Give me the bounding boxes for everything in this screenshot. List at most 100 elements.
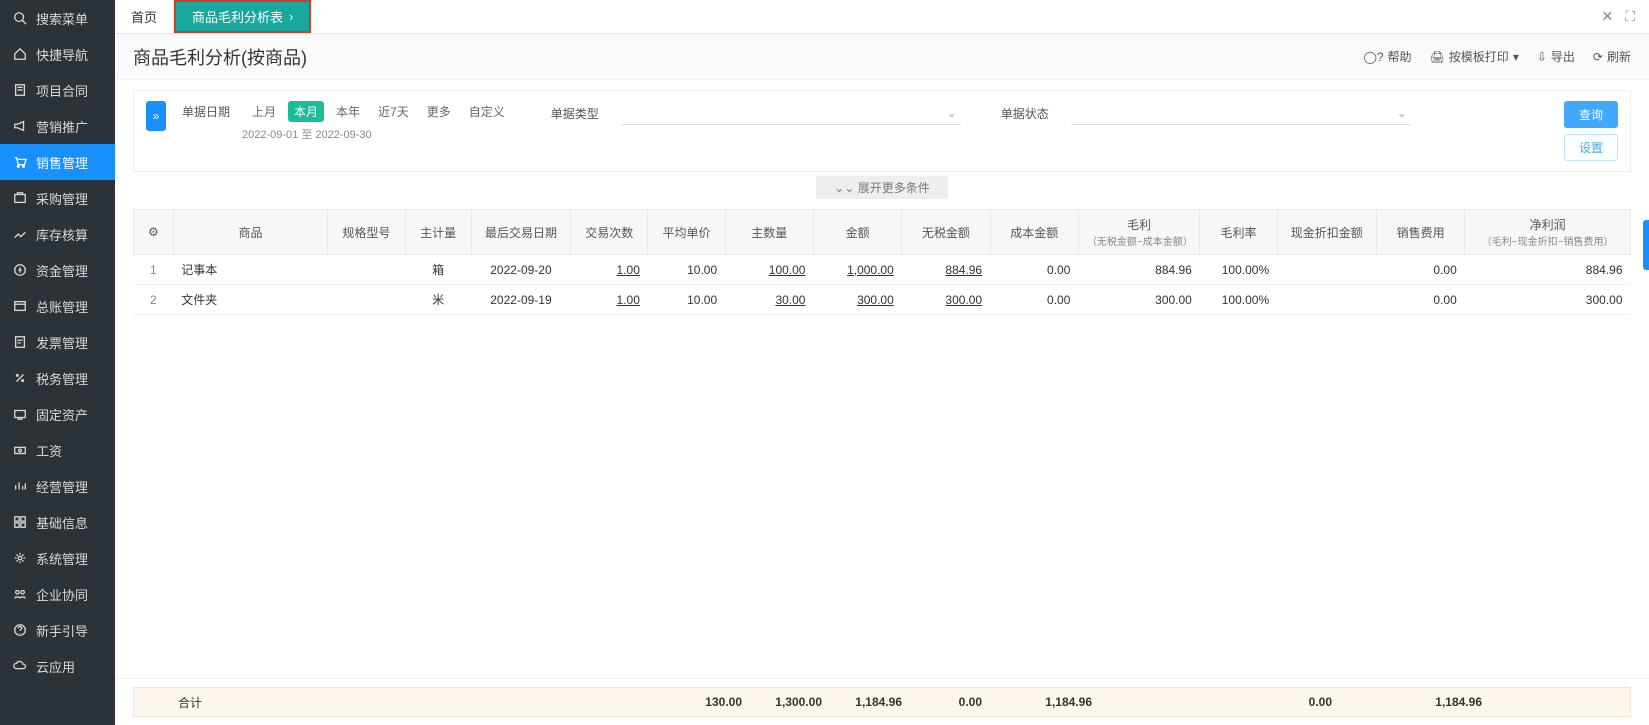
col-unit[interactable]: 主计量 [405,210,471,255]
total-gross-profit: 1,184.96 [990,695,1100,709]
print-button[interactable]: 🖨 按模板打印 ▾ [1430,48,1519,65]
cell-last-trade: 2022-09-20 [471,255,570,285]
query-button[interactable]: 查询 [1564,101,1618,128]
date-chip-this-month[interactable]: 本月 [288,101,324,122]
table-wrap[interactable]: ⚙ 商品 规格型号 主计量 最后交易日期 交易次数 平均单价 主数量 金额 无税… [115,209,1649,678]
sidebar-item-ledger[interactable]: 总账管理 [0,288,115,324]
sidebar-item-invoice[interactable]: 发票管理 [0,324,115,360]
cell-net-amount[interactable]: 300.00 [902,285,990,315]
col-gross-rate[interactable]: 毛利率 [1200,210,1277,255]
sidebar-item-label: 营销推广 [36,117,88,136]
help-button[interactable]: ◯? 帮助 [1363,48,1411,65]
sidebar-item-purchase[interactable]: 采购管理 [0,180,115,216]
cart-icon [12,154,28,170]
sidebar-item-quicknav[interactable]: 快捷导航 [0,36,115,72]
cell-trade-count[interactable]: 1.00 [571,285,648,315]
filter-collapse-toggle[interactable]: » [146,101,166,131]
sidebar-item-label: 工资 [36,441,62,460]
refresh-button[interactable]: ⟳ 刷新 [1593,48,1631,65]
doc-status-select[interactable]: ⌄ [1071,101,1411,125]
col-sales-expense[interactable]: 销售费用 [1376,210,1464,255]
col-main-qty[interactable]: 主数量 [725,210,813,255]
cell-cash-discount [1277,285,1376,315]
sidebar-item-tax[interactable]: 税务管理 [0,360,115,396]
cell-main-qty[interactable]: 100.00 [725,255,813,285]
filter-bar: » 单据日期 上月 本月 本年 近7天 更多 自定义 2022-09-01 至 … [115,80,1649,209]
invoice-icon [12,334,28,350]
col-net-profit[interactable]: 净利润 （毛利−现金折扣−销售费用） [1465,210,1631,255]
col-spec[interactable]: 规格型号 [328,210,405,255]
sidebar-item-label: 项目合同 [36,81,88,100]
tab-home[interactable]: 首页 [115,0,174,33]
col-trade-count[interactable]: 交易次数 [571,210,648,255]
salary-icon [12,442,28,458]
doc-type-select[interactable]: ⌄ [621,101,961,125]
sidebar-item-stock[interactable]: 库存核算 [0,216,115,252]
date-range-display: 2022-09-01 至 2022-09-30 [242,126,511,142]
col-product[interactable]: 商品 [173,210,328,255]
cell-gross-profit: 884.96 [1078,255,1199,285]
expand-label: 展开更多条件 [858,181,930,195]
cell-sales-expense: 0.00 [1376,255,1464,285]
sidebar-item-asset[interactable]: 固定资产 [0,396,115,432]
sidebar-item-guide[interactable]: 新手引导 [0,612,115,648]
col-avg-price[interactable]: 平均单价 [648,210,725,255]
date-chip-this-year[interactable]: 本年 [330,101,366,122]
sidebar-item-search[interactable]: 搜索菜单 [0,0,115,36]
cell-gross-rate: 100.00% [1200,255,1277,285]
sidebar-item-collab[interactable]: 企业协同 [0,576,115,612]
cell-net-amount[interactable]: 884.96 [902,255,990,285]
sidebar-item-contract[interactable]: 项目合同 [0,72,115,108]
cell-net-profit: 300.00 [1465,285,1631,315]
sidebar-item-ops[interactable]: 经营管理 [0,468,115,504]
cell-spec [328,255,405,285]
table-row[interactable]: 1 记事本 箱 2022-09-20 1.00 10.00 100.00 1,0… [134,255,1631,285]
sidebar-item-sales[interactable]: 销售管理 [0,144,115,180]
refresh-icon: ⟳ [1593,50,1603,64]
cell-main-qty[interactable]: 30.00 [725,285,813,315]
sidebar-item-label: 税务管理 [36,369,88,388]
sidebar-item-salary[interactable]: 工资 [0,432,115,468]
title-bar: 商品毛利分析(按商品) ◯? 帮助 🖨 按模板打印 ▾ ⇩ 导出 ⟳ 刷新 [115,34,1649,80]
tab-gross-profit[interactable]: 商品毛利分析表 › [174,0,311,33]
settings-button[interactable]: 设置 [1564,134,1618,161]
col-label: 毛利 [1127,218,1151,232]
date-chip-last-month[interactable]: 上月 [246,101,282,122]
sidebar-item-label: 发票管理 [36,333,88,352]
col-last-trade[interactable]: 最后交易日期 [471,210,570,255]
col-net-amount[interactable]: 无税金额 [902,210,990,255]
sidebar-item-marketing[interactable]: 营销推广 [0,108,115,144]
main-area: 首页 商品毛利分析表 › ✕ ⛶ 商品毛利分析(按商品) ◯? 帮助 🖨 按模板… [115,0,1649,725]
filter-doc-type: 单据类型 ⌄ [551,101,961,125]
col-gross-profit[interactable]: 毛利 （无税金额−成本金额） [1078,210,1199,255]
home-icon [12,46,28,62]
cell-amount[interactable]: 1,000.00 [813,255,901,285]
sidebar-item-fund[interactable]: 资金管理 [0,252,115,288]
expand-more-filters[interactable]: ⌄⌄ 展开更多条件 [816,176,947,199]
close-tab-icon[interactable]: ✕ [1601,8,1613,25]
fullscreen-icon[interactable]: ⛶ [1625,8,1635,25]
date-chip-more[interactable]: 更多 [421,101,457,122]
sidebar-item-cloud[interactable]: 云应用 [0,648,115,684]
export-button[interactable]: ⇩ 导出 [1537,48,1575,65]
date-chip-custom[interactable]: 自定义 [463,101,511,122]
total-sales-expense: 0.00 [1260,695,1340,709]
col-cost-amount[interactable]: 成本金额 [990,210,1078,255]
base-icon [12,514,28,530]
sidebar-item-system[interactable]: 系统管理 [0,540,115,576]
cell-cost-amount: 0.00 [990,285,1078,315]
cell-trade-count[interactable]: 1.00 [571,255,648,285]
purchase-icon [12,190,28,206]
col-cash-discount[interactable]: 现金折扣金额 [1277,210,1376,255]
col-gear[interactable]: ⚙ [134,210,174,255]
tabs-bar: 首页 商品毛利分析表 › ✕ ⛶ [115,0,1649,34]
right-side-handle[interactable] [1643,220,1649,270]
cell-amount[interactable]: 300.00 [813,285,901,315]
table-row[interactable]: 2 文件夹 米 2022-09-19 1.00 10.00 30.00 300.… [134,285,1631,315]
sidebar-item-label: 销售管理 [36,153,88,172]
sidebar-item-base[interactable]: 基础信息 [0,504,115,540]
cell-avg-price: 10.00 [648,255,725,285]
col-amount[interactable]: 金额 [813,210,901,255]
date-chip-7d[interactable]: 近7天 [372,101,415,122]
refresh-label: 刷新 [1607,48,1631,65]
